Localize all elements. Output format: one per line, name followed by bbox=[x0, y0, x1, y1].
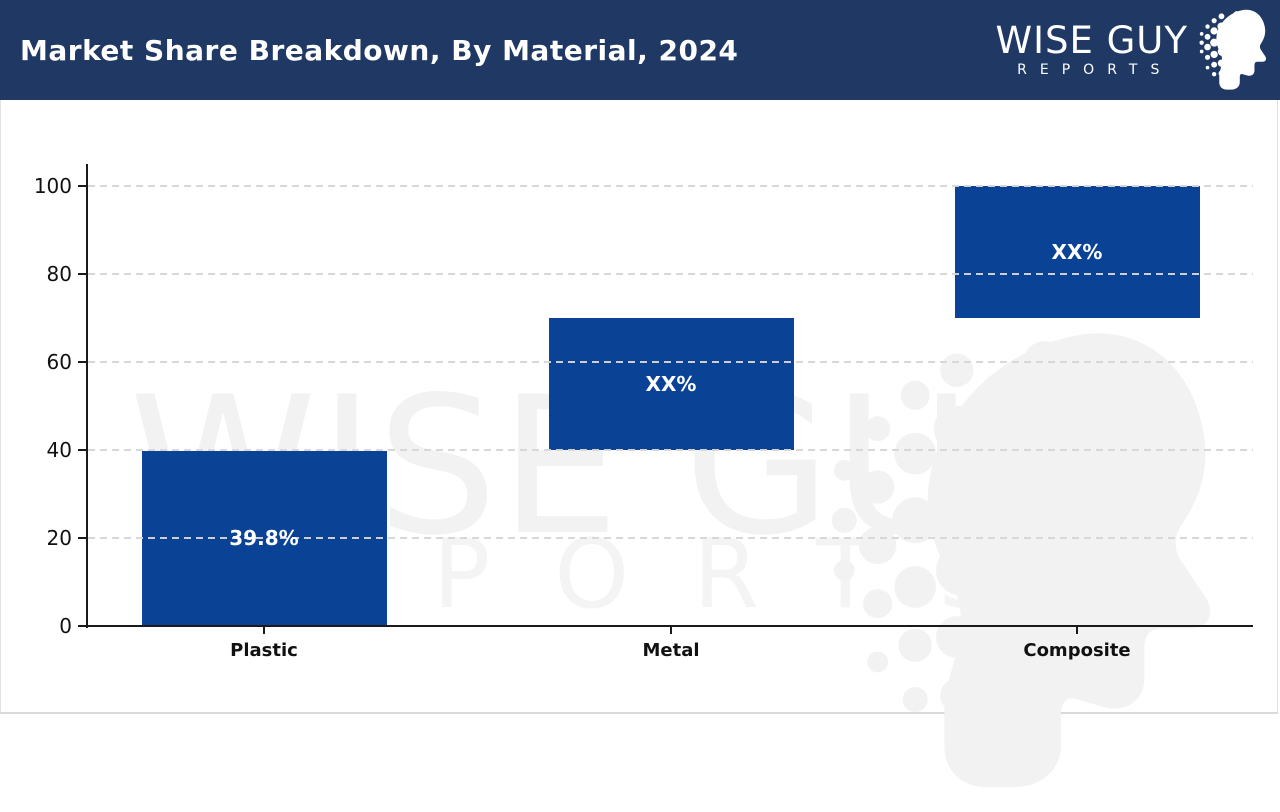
wise-guy-reports-logo: WISE GUY REPORTS bbox=[996, 0, 1268, 100]
chart-area: WISE GUY REPORTS bbox=[0, 100, 1278, 714]
logo-secondary-text: REPORTS bbox=[1017, 62, 1173, 79]
logo-text: WISE GUY REPORTS bbox=[995, 18, 1188, 79]
logo-primary-text: WISE GUY bbox=[995, 18, 1188, 62]
dotted-face-profile-icon bbox=[1194, 6, 1268, 94]
header-bar: Market Share Breakdown, By Material, 202… bbox=[0, 0, 1280, 100]
watermark-face-icon bbox=[801, 312, 1221, 812]
page-title: Market Share Breakdown, By Material, 202… bbox=[20, 33, 739, 67]
